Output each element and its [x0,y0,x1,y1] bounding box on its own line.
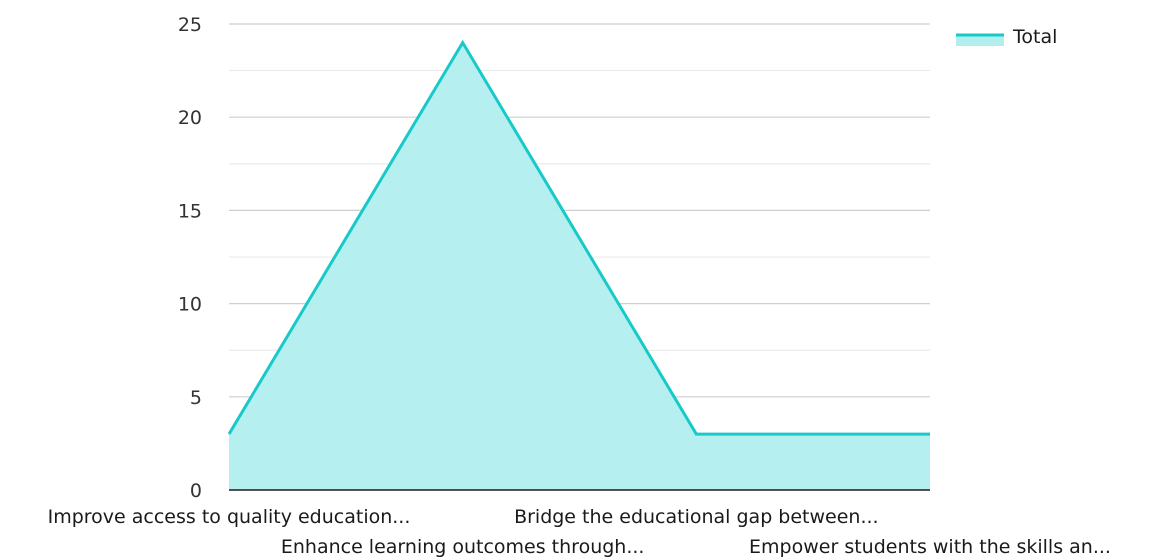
legend-label: Total [1012,26,1057,48]
series-line [227,39,930,436]
y-tick-label: 0 [190,480,202,502]
x-category-label: Improve access to quality education... [48,506,411,528]
series-area-fill [229,42,930,490]
y-tick-label: 10 [178,294,202,316]
y-tick-label: 25 [178,14,202,36]
x-category-label: Enhance learning outcomes through... [281,536,645,558]
legend[interactable]: Total [956,26,1057,48]
x-axis-category-labels: Improve access to quality education... En… [48,506,1111,558]
y-axis-tick-labels: 0 5 10 15 20 25 [178,14,202,502]
x-category-label: Bridge the educational gap between... [514,506,879,528]
y-tick-label: 20 [178,107,202,129]
y-tick-label: 15 [178,200,202,222]
y-tick-label: 5 [190,387,202,409]
x-category-label: Empower students with the skills an... [749,536,1111,558]
legend-swatch [956,35,1004,46]
